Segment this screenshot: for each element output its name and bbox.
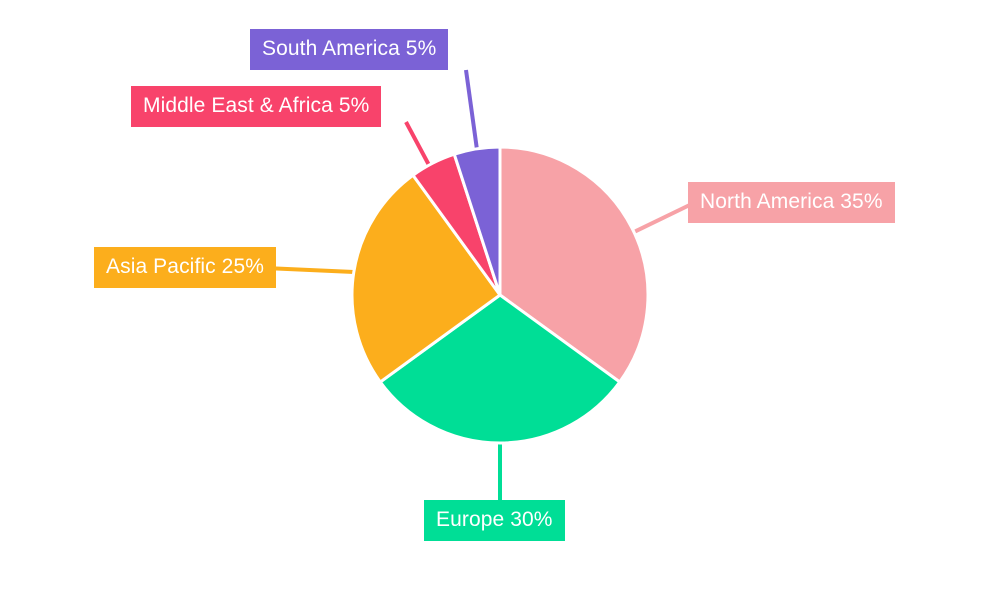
pie-slices <box>350 145 650 445</box>
pie-slice-europe[interactable] <box>378 293 622 445</box>
leader-line-south-america <box>464 69 480 158</box>
pie-slice-north-america[interactable] <box>498 145 650 384</box>
pie-slice-asia-pacific[interactable] <box>350 173 502 384</box>
pie-label-south-america[interactable]: South America 5% <box>250 29 449 70</box>
pie-label-north-america[interactable]: North America 35% <box>688 182 895 223</box>
pie-label-europe[interactable]: Europe 30% <box>424 500 565 541</box>
pie-slice-south-america[interactable] <box>452 145 502 297</box>
pie-label-middle-east-africa[interactable]: Middle East & Africa 5% <box>131 86 382 127</box>
pie-label-asia-pacific[interactable]: Asia Pacific 25% <box>94 247 277 288</box>
